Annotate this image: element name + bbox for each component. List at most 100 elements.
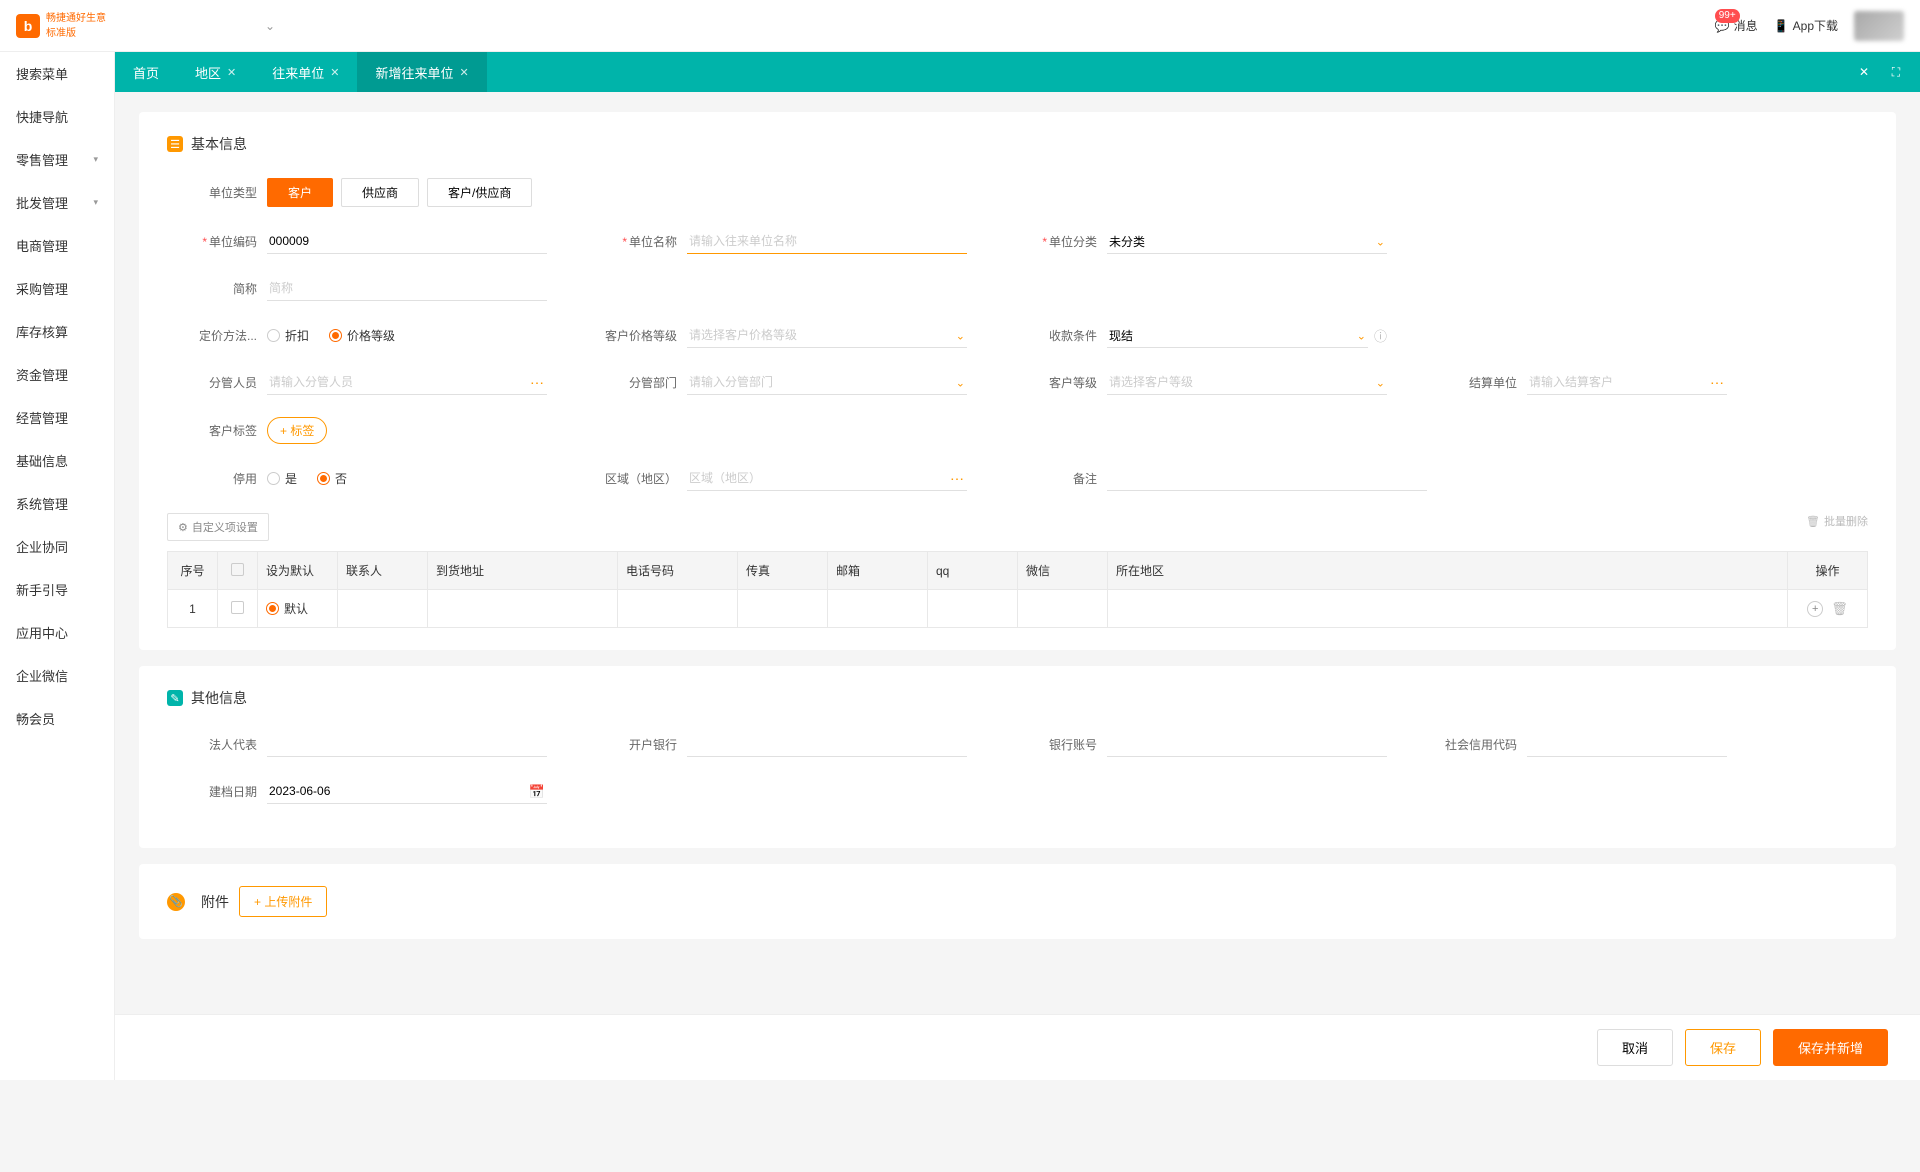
cell-email[interactable] — [828, 590, 928, 628]
sidebar-item-inventory[interactable]: 库存核算 — [0, 310, 114, 353]
more-icon[interactable]: ⋯ — [1710, 374, 1725, 391]
seg-customer[interactable]: 客户 — [267, 178, 333, 207]
tab-home[interactable]: 首页 — [115, 52, 177, 92]
region-input[interactable] — [687, 466, 967, 491]
sidebar-item-wechat[interactable]: 企业微信 — [0, 654, 114, 697]
radio-disabled-no[interactable]: 否 — [317, 470, 347, 487]
sidebar-item-collab[interactable]: 企业协同 — [0, 525, 114, 568]
radio-discount[interactable]: 折扣 — [267, 327, 309, 344]
sidebar-item-guide[interactable]: 新手引导 — [0, 568, 114, 611]
section-title-attach: 附件 — [201, 892, 229, 912]
label-department: 分管部门 — [587, 374, 687, 391]
workspace-dropdown[interactable]: ⌄ — [256, 12, 284, 40]
disabled-radio-group: 是 否 — [267, 470, 347, 487]
fullscreen-icon[interactable]: ⛶ — [1884, 60, 1908, 84]
main-content: ☰ 基本信息 单位类型 客户 供应商 客户/供应商 *单位编码 *单位名称 — [115, 92, 1920, 1172]
sidebar-item-member[interactable]: 畅会员 — [0, 697, 114, 740]
tabs-bar: 首页 地区✕ 往来单位✕ 新增往来单位✕ ✕ ⛶ — [0, 52, 1920, 92]
calendar-icon[interactable]: 📅 — [529, 784, 545, 800]
upload-attachment-button[interactable]: + 上传附件 — [239, 886, 327, 917]
credit-code-input[interactable] — [1527, 732, 1727, 757]
messages-badge: 99+ — [1715, 9, 1740, 23]
department-select[interactable] — [687, 370, 967, 395]
sidebar-item-search[interactable]: 搜索菜单 — [0, 52, 114, 95]
cancel-button[interactable]: 取消 — [1597, 1029, 1673, 1066]
sidebar-item-operation[interactable]: 经营管理 — [0, 396, 114, 439]
cell-wechat[interactable] — [1018, 590, 1108, 628]
cell-fax[interactable] — [738, 590, 828, 628]
customer-price-level-select[interactable] — [687, 323, 967, 348]
unit-code-input[interactable] — [267, 229, 547, 254]
save-button[interactable]: 保存 — [1685, 1029, 1761, 1066]
add-row-button[interactable]: + — [1807, 601, 1823, 617]
cell-default: 默认 — [258, 590, 338, 628]
messages-button[interactable]: 💬 消息 99+ — [1715, 17, 1758, 34]
panel-basic-info: ☰ 基本信息 单位类型 客户 供应商 客户/供应商 *单位编码 *单位名称 — [139, 112, 1896, 650]
label-remark: 备注 — [1007, 470, 1107, 487]
unit-category-select[interactable] — [1107, 229, 1387, 254]
th-location: 所在地区 — [1108, 552, 1788, 590]
bank-input[interactable] — [687, 732, 967, 757]
tab-contacts[interactable]: 往来单位✕ — [254, 52, 357, 92]
cell-contact[interactable] — [338, 590, 428, 628]
footer-actions: 取消 保存 保存并新增 — [115, 1014, 1920, 1080]
cell-phone[interactable] — [618, 590, 738, 628]
radio-disabled-yes[interactable]: 是 — [267, 470, 297, 487]
unit-name-input[interactable] — [687, 229, 967, 254]
label-customer-tag: 客户标签 — [167, 422, 267, 439]
radio-price-level[interactable]: 价格等级 — [329, 327, 395, 344]
sidebar-item-wholesale[interactable]: 批发管理▾ — [0, 181, 114, 224]
manager-input[interactable] — [267, 370, 547, 395]
section-title-other: ✎ 其他信息 — [167, 688, 1868, 708]
more-icon[interactable]: ⋯ — [530, 374, 545, 391]
close-icon[interactable]: ✕ — [330, 66, 339, 79]
tab-region[interactable]: 地区✕ — [177, 52, 254, 92]
th-contact: 联系人 — [338, 552, 428, 590]
seg-both[interactable]: 客户/供应商 — [427, 178, 532, 207]
sidebar-item-ecommerce[interactable]: 电商管理 — [0, 224, 114, 267]
seg-supplier[interactable]: 供应商 — [341, 178, 419, 207]
th-default: 设为默认 — [258, 552, 338, 590]
section-icon: ✎ — [167, 690, 183, 706]
row-checkbox[interactable] — [231, 601, 244, 614]
legal-rep-input[interactable] — [267, 732, 547, 757]
sidebar-item-purchase[interactable]: 采购管理 — [0, 267, 114, 310]
top-header: b 畅捷通好生意 标准版 ⌄ 💬 消息 99+ 📱 App下载 — [0, 0, 1920, 52]
customer-level-select[interactable] — [1107, 370, 1387, 395]
user-avatar[interactable] — [1854, 11, 1904, 41]
cell-qq[interactable] — [928, 590, 1018, 628]
label-bank-account: 银行账号 — [1007, 736, 1107, 753]
cell-seq: 1 — [168, 590, 218, 628]
info-icon[interactable]: ⓘ — [1374, 326, 1387, 345]
sidebar-item-retail[interactable]: 零售管理▾ — [0, 138, 114, 181]
receipt-terms-select[interactable] — [1107, 323, 1368, 348]
cell-address[interactable] — [428, 590, 618, 628]
radio-row-default[interactable]: 默认 — [266, 600, 329, 617]
sidebar-item-appcenter[interactable]: 应用中心 — [0, 611, 114, 654]
cell-location[interactable] — [1108, 590, 1788, 628]
file-date-input[interactable] — [267, 779, 547, 804]
add-tag-button[interactable]: + 标签 — [267, 417, 327, 444]
close-icon[interactable]: ✕ — [460, 66, 469, 79]
tab-new-contact[interactable]: 新增往来单位✕ — [357, 52, 486, 92]
label-short-name: 简称 — [167, 280, 267, 297]
delete-row-button[interactable]: 🗑 — [1831, 601, 1848, 617]
gear-icon: ⚙ — [178, 521, 188, 534]
bank-account-input[interactable] — [1107, 732, 1387, 757]
checkbox-all[interactable] — [231, 563, 244, 576]
batch-delete-button[interactable]: 🗑 批量删除 — [1806, 513, 1868, 529]
sidebar-item-finance[interactable]: 资金管理 — [0, 353, 114, 396]
sidebar-item-system[interactable]: 系统管理 — [0, 482, 114, 525]
app-download-button[interactable]: 📱 App下载 — [1774, 17, 1838, 34]
settle-unit-input[interactable] — [1527, 370, 1727, 395]
sidebar-item-basedata[interactable]: 基础信息 — [0, 439, 114, 482]
tab-close-all[interactable]: ✕ — [1852, 60, 1876, 84]
sidebar-item-quicknav[interactable]: 快捷导航 — [0, 95, 114, 138]
save-and-new-button[interactable]: 保存并新增 — [1773, 1029, 1888, 1066]
custom-settings-button[interactable]: ⚙ 自定义项设置 — [167, 513, 269, 541]
th-seq: 序号 — [168, 552, 218, 590]
close-icon[interactable]: ✕ — [227, 66, 236, 79]
short-name-input[interactable] — [267, 276, 547, 301]
remark-input[interactable] — [1107, 466, 1427, 491]
more-icon[interactable]: ⋯ — [950, 470, 965, 487]
